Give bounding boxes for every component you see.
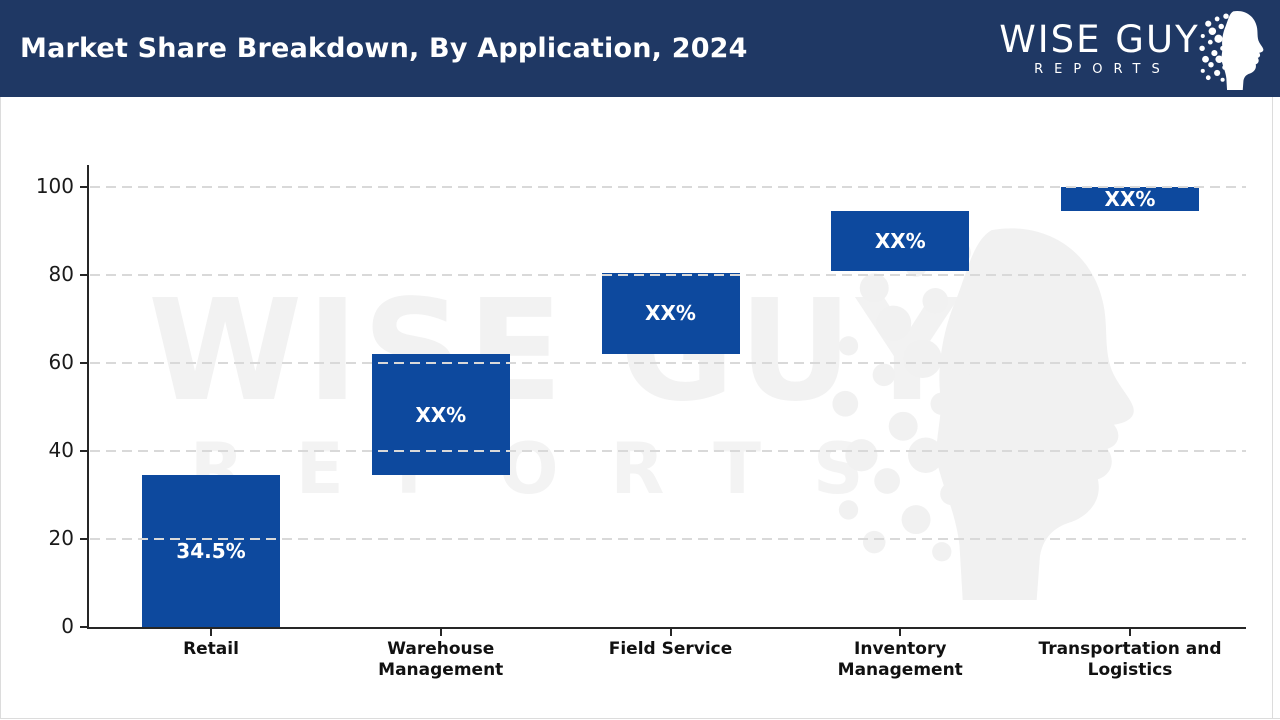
x-axis-label-warehouse-management: Warehouse Management [378,639,504,681]
gridline-40 [90,450,1246,452]
y-tick-label-100: 100 [35,174,74,198]
bar-warehouse-management: XX% [371,354,510,476]
x-axis-spine [87,627,1246,629]
bar-value-label: XX% [874,228,926,253]
watermark-wordmark: WISE GUY [148,270,962,433]
logo-text: WISE GUY REPORTS [999,21,1199,77]
x-tick-field-service [669,629,672,636]
bar-value-label: XX% [1104,187,1156,212]
bar-transportation-and-logistics: XX% [1061,187,1199,212]
bar-value-label: XX% [415,402,467,427]
chart-title: Market Share Breakdown, By Application, … [20,33,748,64]
y-tick-label-60: 60 [48,350,74,374]
x-axis-label-field-service: Field Service [608,639,733,659]
y-tick-40 [80,450,88,452]
x-axis-label-inventory-management: Inventory Management [837,639,963,681]
x-axis-label-retail: Retail [183,639,239,659]
gridline-60 [90,362,1246,364]
logo-subtitle: REPORTS [1034,61,1171,77]
frame-border-right [1272,97,1273,719]
y-tick-100 [80,186,88,188]
gridline-20 [90,538,1246,540]
gridline-100 [90,186,1246,188]
x-tick-transportation-and-logistics [1129,629,1131,636]
bar-inventory-management: XX% [831,211,970,271]
wiseguy-face-icon [1199,10,1264,90]
bar-value-label: XX% [645,301,696,326]
frame-border-left [0,97,1,719]
frame-border-bottom [0,718,1280,719]
bar-field-service: XX% [601,272,740,355]
y-tick-0 [80,626,88,628]
logo-wordmark: WISE GUY [999,17,1200,61]
x-tick-retail [210,629,212,636]
gridline-80 [90,274,1246,276]
x-tick-inventory-management [899,629,902,636]
y-tick-label-80: 80 [48,262,74,286]
y-tick-60 [80,362,88,364]
y-tick-label-40: 40 [48,438,74,462]
watermark-subtitle: REPORTS [190,428,916,510]
y-tick-label-20: 20 [48,526,74,550]
y-tick-20 [80,538,88,540]
y-axis-spine [87,165,89,629]
bar-retail: 34.5% [142,475,280,627]
bar-value-label: 34.5% [176,539,246,564]
header-bar: Market Share Breakdown, By Application, … [0,0,1280,97]
wiseguy-logo: WISE GUY REPORTS [999,8,1266,90]
x-tick-warehouse-management [439,629,442,636]
x-axis-label-transportation-and-logistics: Transportation and Logistics [1038,639,1222,681]
y-tick-80 [80,274,88,276]
y-tick-label-0: 0 [61,614,74,638]
